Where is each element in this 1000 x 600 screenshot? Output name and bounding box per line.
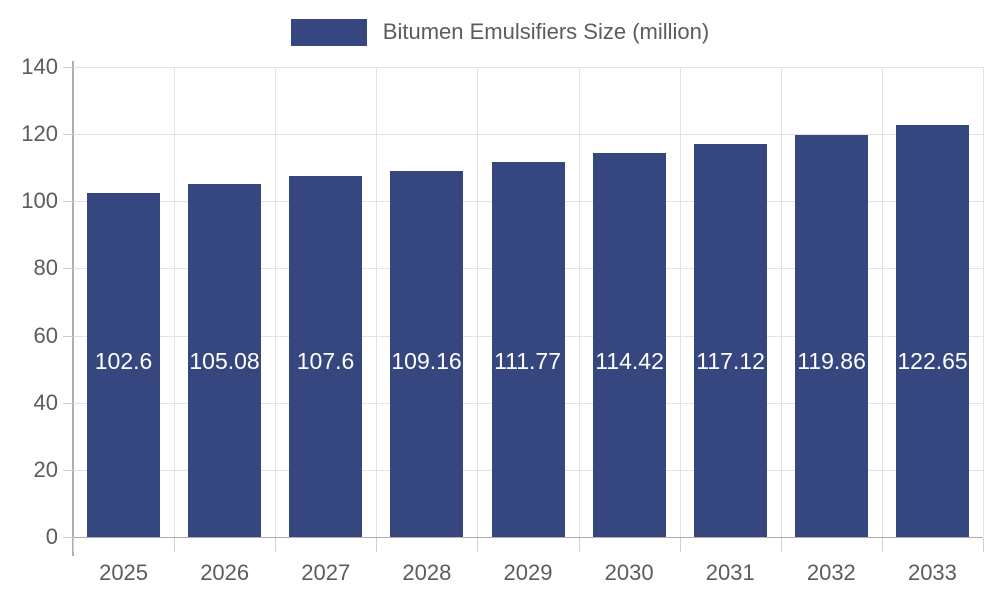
bar-2026[interactable] [188,184,261,537]
x-axis-line [73,537,983,538]
y-tick-label: 100 [21,188,58,213]
x-tick-mark [174,538,175,552]
x-tick-label-2030: 2030 [604,560,654,585]
x-tick-mark [579,538,580,552]
bar-2028[interactable] [390,171,463,537]
x-tick-mark [73,538,74,552]
x-tick-label-2032: 2032 [806,560,856,585]
x-tick-mark [781,538,782,552]
y-tick-label: 120 [21,121,58,146]
x-tick-label-2029: 2029 [503,560,553,585]
y-tick-mark [63,134,73,135]
gridline-vertical [174,67,175,537]
bar-2029[interactable] [492,162,565,537]
gridline-vertical [275,67,276,537]
x-tick-mark [983,538,984,552]
x-tick-label-2033: 2033 [907,560,957,585]
bar-2025[interactable] [87,193,160,537]
y-tick-mark [63,403,73,404]
bar-value-label-2031: 117.12 [696,348,765,374]
bar-2030[interactable] [593,153,666,537]
gridline-vertical [882,67,883,537]
x-tick-label-2026: 2026 [200,560,250,585]
bar-value-label-2028: 109.16 [391,348,462,374]
bar-2033[interactable] [896,125,969,537]
y-tick-label: 20 [33,457,58,482]
x-tick-label-2031: 2031 [705,560,755,585]
y-axis-line [72,61,74,556]
bar-value-label-2032: 119.86 [797,348,866,374]
y-tick-mark [63,470,73,471]
y-tick-label: 0 [45,524,58,549]
gridline-vertical [376,67,377,537]
gridline-horizontal [73,134,983,136]
legend-swatch-bitumen-emulsifiers-size[interactable] [290,18,367,46]
bar-value-label-2025: 102.6 [94,348,153,374]
y-tick-mark [63,336,73,337]
bar-2027[interactable] [289,176,362,537]
bar-value-label-2030: 114.42 [595,348,664,374]
x-tick-mark [376,538,377,552]
bar-value-label-2033: 122.65 [897,348,968,374]
x-tick-mark [680,538,681,552]
y-tick-mark [63,201,73,202]
gridline-vertical [983,67,984,537]
bar-value-label-2026: 105.08 [189,348,260,374]
x-tick-mark [275,538,276,552]
y-tick-mark [63,67,73,68]
x-tick-mark [882,538,883,552]
x-tick-label-2025: 2025 [99,560,149,585]
x-tick-label-2027: 2027 [301,560,351,585]
y-tick-mark [63,268,73,269]
y-tick-label: 80 [33,255,58,280]
gridline-vertical [579,67,580,537]
legend-label-bitumen-emulsifiers-size[interactable]: Bitumen Emulsifiers Size (million) [382,19,710,44]
gridline-vertical [781,67,782,537]
bar-2031[interactable] [694,144,767,537]
x-tick-label-2028: 2028 [402,560,452,585]
y-tick-label: 60 [33,323,58,348]
x-tick-mark [477,538,478,552]
gridline-vertical [680,67,681,537]
y-tick-label: 140 [21,54,58,79]
y-tick-label: 40 [33,390,58,415]
bar-value-label-2027: 107.6 [296,348,355,374]
bar-2032[interactable] [795,135,868,537]
gridline-horizontal [73,67,983,68]
bar-value-label-2029: 111.77 [494,348,562,374]
gridline-vertical [477,67,478,537]
chart-legend: Bitumen Emulsifiers Size (million) [0,12,1000,52]
y-tick-mark [63,537,73,538]
